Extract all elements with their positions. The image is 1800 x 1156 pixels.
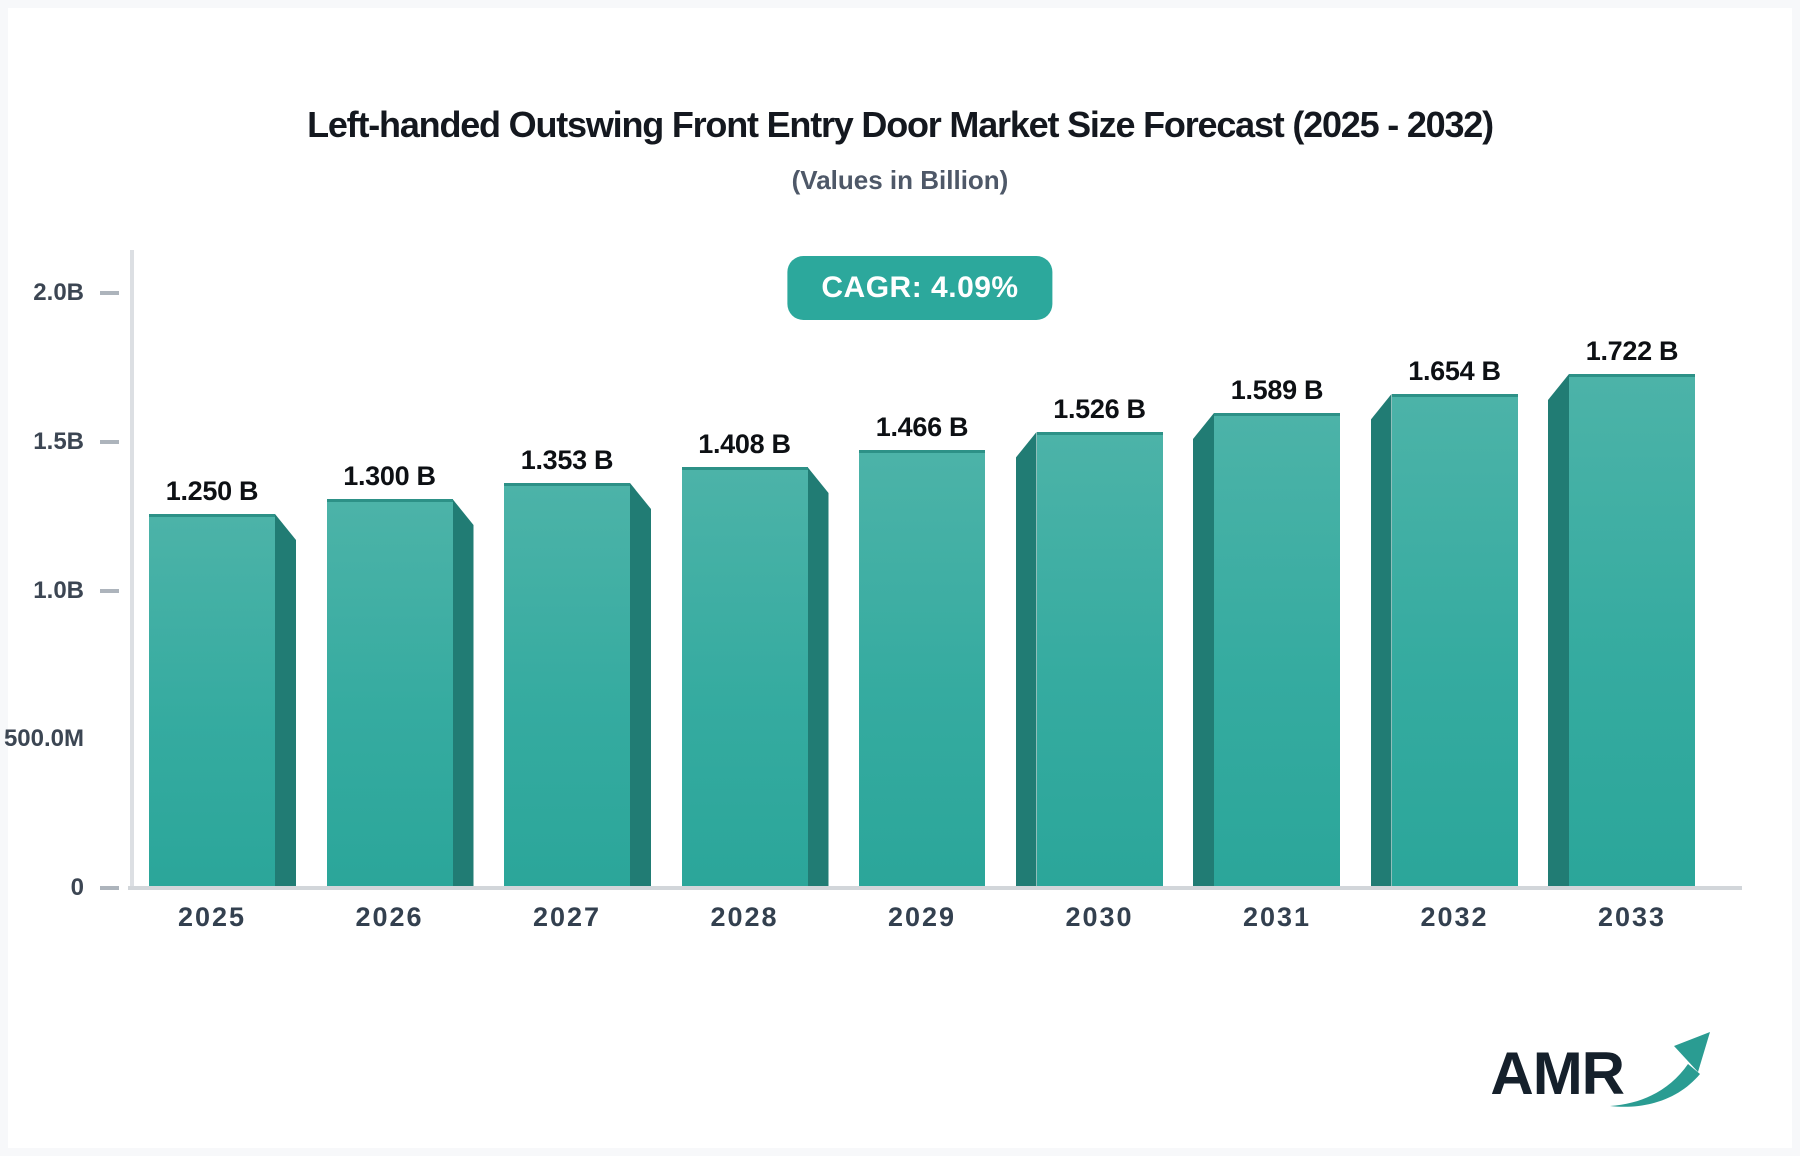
bar-3d-side xyxy=(1193,413,1214,886)
bar-value-label: 1.250 B xyxy=(165,476,259,506)
bar-value-label: 1.722 B xyxy=(1585,336,1679,366)
bar-3d-side xyxy=(1548,374,1569,886)
x-axis-label: 2033 xyxy=(1597,902,1667,932)
bar xyxy=(504,483,630,886)
x-axis-label: 2027 xyxy=(532,902,602,932)
x-axis-label: 2032 xyxy=(1420,902,1489,932)
y-axis-tick-mark xyxy=(100,886,119,890)
y-axis-line xyxy=(130,250,134,888)
bar xyxy=(1214,413,1340,886)
bar-value-label: 1.353 B xyxy=(520,445,614,475)
bar-3d-side xyxy=(807,467,829,886)
bar-3d-side xyxy=(630,483,651,886)
y-axis-tick-label: 1.5B xyxy=(33,427,84,455)
x-axis-label: 2028 xyxy=(710,902,779,932)
bar-3d-side xyxy=(452,499,474,886)
cagr-badge: CAGR: 4.09% xyxy=(787,256,1053,320)
x-axis-label: 2030 xyxy=(1065,902,1134,932)
bar-value-label: 1.408 B xyxy=(698,429,791,459)
bar xyxy=(1036,432,1163,886)
amr-logo-text: AMR xyxy=(1490,1040,1625,1107)
chart-card: Left-handed Outswing Front Entry Door Ma… xyxy=(4,8,1792,1148)
bar-3d-side xyxy=(275,514,296,886)
amr-logo: AMR xyxy=(1490,1024,1712,1107)
cagr-badge-label: CAGR: 4.09% xyxy=(821,271,1019,304)
x-axis-line xyxy=(128,886,1742,890)
x-axis-label: 2029 xyxy=(887,902,957,932)
y-axis-tick-label: 0 xyxy=(70,874,84,901)
y-axis-tick-label: 2.0B xyxy=(33,279,84,306)
y-axis-tick-mark xyxy=(100,291,119,295)
y-axis-tick-label: 1.0B xyxy=(33,576,84,604)
bar-value-label: 1.300 B xyxy=(343,461,436,491)
bar xyxy=(149,514,275,886)
bar-value-label: 1.654 B xyxy=(1408,356,1501,386)
bar-value-label: 1.466 B xyxy=(875,412,969,442)
bar-chart-plot-area: 2.0B 1.5B 1.0B 500.0M 0 1.250 B 2025 1.300 B 202… xyxy=(4,250,1742,932)
bar xyxy=(859,450,985,886)
y-axis-tick-mark xyxy=(100,439,119,444)
bar-3d-side xyxy=(1370,394,1392,886)
x-axis-label: 2026 xyxy=(355,902,424,932)
bar-3d-side xyxy=(1015,432,1037,886)
bar xyxy=(1569,374,1695,886)
bar xyxy=(1391,394,1518,886)
chart-title: Left-handed Outswing Front Entry Door Ma… xyxy=(307,104,1494,145)
bar xyxy=(326,499,453,886)
growth-arrow-icon xyxy=(1610,1032,1710,1107)
bar xyxy=(681,467,808,886)
chart-subtitle: (Values in Billion) xyxy=(791,165,1009,195)
x-axis-label: 2031 xyxy=(1242,902,1312,932)
y-axis-tick-mark xyxy=(100,588,119,593)
bar-value-label: 1.589 B xyxy=(1230,375,1324,405)
y-axis-tick-label: 500.0M xyxy=(3,725,84,753)
bar-value-label: 1.526 B xyxy=(1053,394,1146,424)
x-axis-label: 2025 xyxy=(177,902,247,932)
